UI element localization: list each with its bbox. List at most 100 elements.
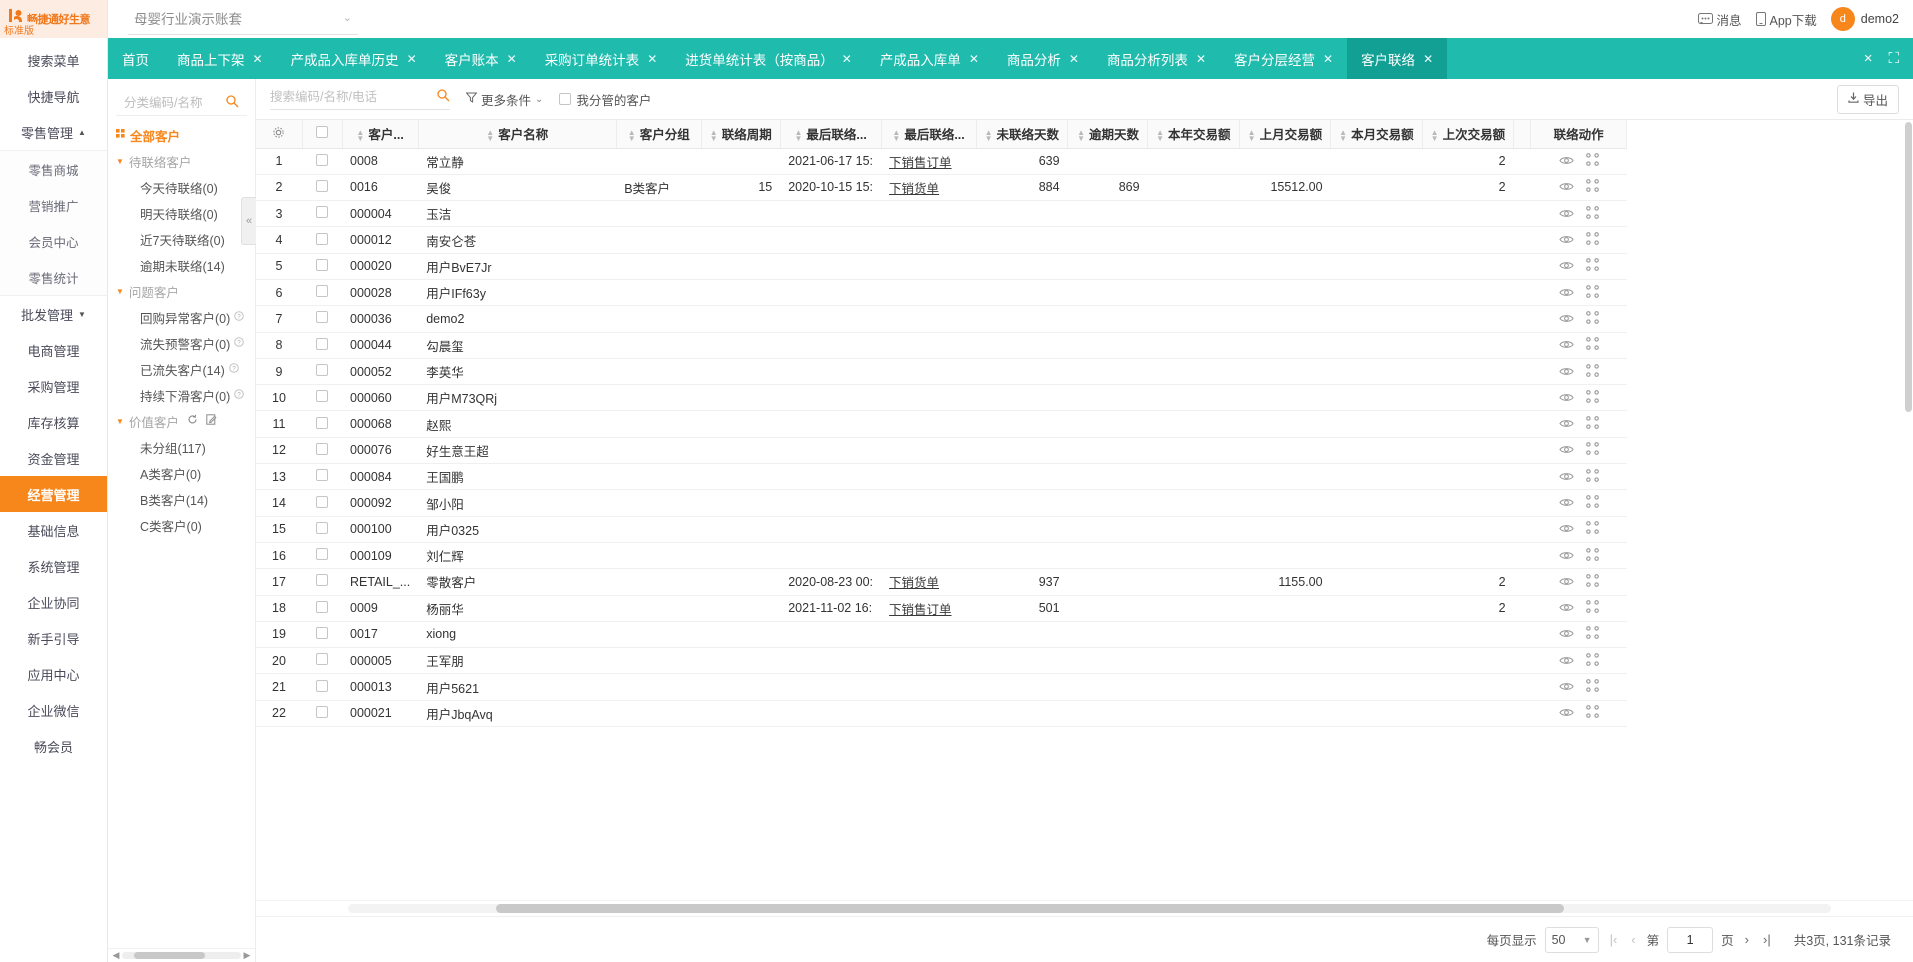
table-row[interactable]: 7 000036 demo2 [256, 305, 1627, 333]
refresh-icon[interactable] [187, 414, 198, 428]
link-share-icon[interactable] [1585, 468, 1599, 485]
table-header-last_deal_amount[interactable]: ▲ ▼ 上次交易额 [1422, 120, 1515, 149]
link-share-icon[interactable] [1585, 284, 1599, 301]
view-icon[interactable] [1558, 286, 1574, 301]
table-header-code[interactable]: ▲ ▼ 客户... [342, 120, 419, 149]
row-checkbox-cell[interactable] [302, 384, 342, 412]
view-icon[interactable] [1558, 575, 1574, 590]
sidebar-item-3[interactable]: 零售商城 [0, 151, 107, 187]
view-icon[interactable] [1558, 601, 1574, 616]
row-checkbox-cell[interactable] [302, 148, 342, 175]
table-vertical-scrollbar[interactable] [1904, 120, 1913, 876]
link-share-icon[interactable] [1585, 389, 1599, 406]
view-icon[interactable] [1558, 233, 1574, 248]
column-settings-icon[interactable] [272, 127, 285, 142]
close-all-tabs-icon[interactable]: × [1863, 50, 1873, 67]
messages-button[interactable]: 消息 [1697, 10, 1742, 29]
fullscreen-icon[interactable]: ⛶ [1888, 50, 1899, 67]
select-all-checkbox[interactable] [316, 126, 328, 139]
chevron-down-icon[interactable]: ▼ [116, 156, 124, 166]
row-checkbox[interactable] [316, 153, 328, 166]
table-row[interactable]: 10 000060 用户M73QRj [256, 384, 1627, 412]
view-icon[interactable] [1558, 391, 1574, 406]
checkbox-box[interactable] [559, 93, 572, 105]
tab-0[interactable]: 首页 [108, 38, 163, 79]
sort-icon[interactable]: ▲ ▼ [1156, 127, 1165, 143]
link-share-icon[interactable] [1585, 495, 1599, 511]
sidebar-item-9[interactable]: 采购管理 [0, 368, 107, 404]
link-share-icon[interactable] [1585, 363, 1599, 380]
horizontal-scroll-track[interactable] [348, 904, 1831, 913]
brand-logo[interactable]: 畅捷通好生意 标准版 [0, 0, 107, 38]
row-checkbox-cell[interactable] [302, 410, 342, 438]
help-icon[interactable]: ? [228, 362, 239, 376]
sidebar-item-10[interactable]: 库存核算 [0, 404, 107, 440]
table-row[interactable]: 9 000052 李英华 [256, 358, 1627, 386]
table-header-cycle[interactable]: ▲ ▼ 联络周期 [701, 120, 781, 149]
tree-node-12[interactable]: 未分组(117) [108, 434, 255, 460]
close-icon[interactable]: ✕ [1068, 51, 1079, 66]
page-number-input[interactable] [1667, 926, 1714, 953]
table-row[interactable]: 4 000012 南安仑苍 [256, 226, 1627, 254]
tab-6[interactable]: 产成品入库单 ✕ [866, 38, 993, 79]
scroll-right-arrow[interactable]: ▶ [243, 950, 251, 960]
sort-icon[interactable]: ▲ ▼ [627, 127, 636, 143]
link-share-icon[interactable] [1585, 205, 1599, 222]
table-row[interactable]: 18 0009 杨丽华 2021-11-02 16: 下销售订单 501 2 [256, 595, 1627, 622]
tree-node-1[interactable]: ▼ 待联络客户 [108, 148, 255, 174]
chevron-down-icon[interactable]: ▼ [116, 286, 124, 296]
view-icon[interactable] [1558, 443, 1574, 458]
row-checkbox-cell[interactable] [302, 647, 342, 675]
sidebar-item-17[interactable]: 应用中心 [0, 656, 107, 692]
link-share-icon[interactable] [1585, 337, 1599, 353]
row-checkbox-cell[interactable] [302, 279, 342, 307]
row-checkbox[interactable] [316, 206, 328, 219]
view-icon[interactable] [1558, 496, 1574, 511]
row-checkbox-cell[interactable] [302, 358, 342, 386]
table-header-this_month_amount[interactable]: ▲ ▼ 本月交易额 [1330, 120, 1423, 149]
row-checkbox-cell[interactable] [302, 673, 342, 701]
scroll-left-arrow[interactable]: ◀ [112, 950, 120, 960]
row-checkbox[interactable] [316, 653, 328, 666]
tab-1[interactable]: 商品上下架 ✕ [163, 38, 277, 79]
sidebar-item-7[interactable]: 批发管理 ▼ [0, 296, 107, 332]
view-icon[interactable] [1558, 522, 1574, 537]
sort-icon[interactable]: ▲ ▼ [794, 127, 803, 143]
row-checkbox[interactable] [316, 626, 328, 639]
row-checkbox[interactable] [316, 258, 328, 271]
tree-node-13[interactable]: A类客户(0) [108, 460, 255, 486]
row-checkbox-cell[interactable] [302, 305, 342, 333]
view-icon[interactable] [1558, 207, 1574, 222]
view-icon[interactable] [1558, 627, 1574, 642]
row-checkbox[interactable] [316, 337, 328, 350]
cell-last_contact_action[interactable]: 下销货单 [881, 568, 977, 596]
row-checkbox-cell[interactable] [302, 542, 342, 570]
row-checkbox-cell[interactable] [302, 568, 342, 596]
row-checkbox[interactable] [316, 179, 328, 192]
row-checkbox[interactable] [316, 364, 328, 377]
link-share-icon[interactable] [1585, 679, 1599, 695]
cell-last_contact_action[interactable]: 下销售订单 [881, 595, 977, 622]
row-checkbox-cell[interactable] [302, 200, 342, 228]
export-button[interactable]: 导出 [1836, 84, 1899, 114]
table-row[interactable]: 6 000028 用户IFf63y [256, 279, 1627, 307]
sidebar-item-16[interactable]: 新手引导 [0, 620, 107, 656]
sidebar-item-14[interactable]: 系统管理 [0, 548, 107, 584]
table-row[interactable]: 5 000020 用户BvE7Jr [256, 253, 1627, 280]
horizontal-scroll-thumb[interactable] [496, 904, 1565, 913]
sort-icon[interactable]: ▲ ▼ [1247, 127, 1256, 143]
edit-icon[interactable] [206, 414, 217, 428]
vertical-scroll-thumb[interactable] [1905, 122, 1912, 412]
row-checkbox[interactable] [316, 495, 328, 508]
link-share-icon[interactable] [1585, 442, 1599, 458]
table-row[interactable]: 3 000004 玉洁 [256, 200, 1627, 228]
sort-icon[interactable]: ▲ ▼ [709, 127, 718, 143]
my-customers-checkbox[interactable]: 我分管的客户 [559, 90, 651, 109]
per-page-select[interactable]: 50 ▼ [1544, 926, 1599, 953]
sort-icon[interactable]: ▲ ▼ [356, 127, 365, 143]
sort-icon[interactable]: ▲ ▼ [1430, 127, 1439, 143]
tab-9[interactable]: 客户分层经营 ✕ [1220, 38, 1347, 79]
row-checkbox-cell[interactable] [302, 332, 342, 359]
tab-4[interactable]: 采购订单统计表 ✕ [531, 38, 672, 79]
sidebar-item-19[interactable]: 畅会员 [0, 728, 107, 764]
